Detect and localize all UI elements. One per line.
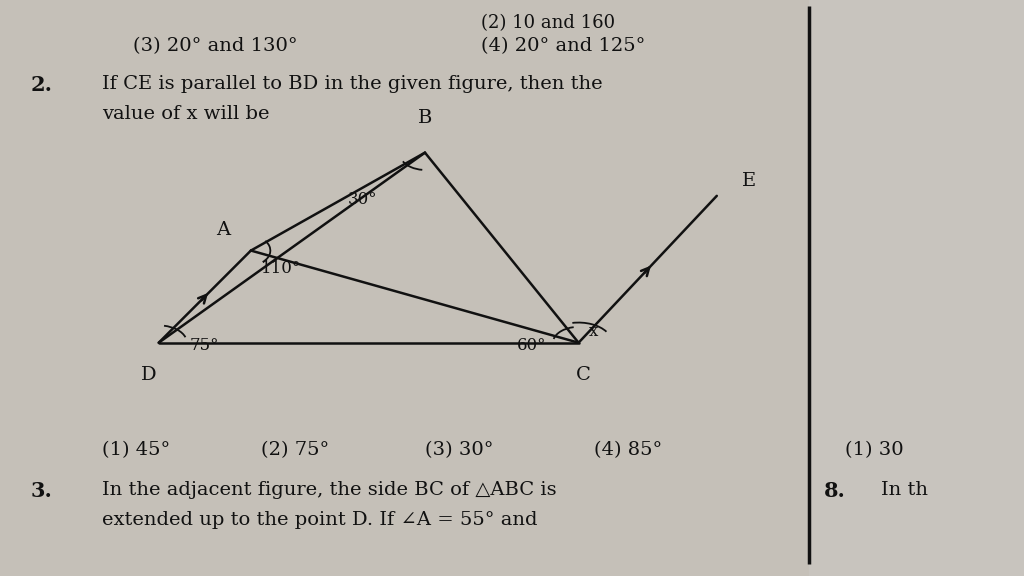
Text: D: D (140, 366, 157, 384)
Text: 3.: 3. (31, 481, 52, 501)
Text: x: x (589, 323, 598, 340)
Text: 60°: 60° (517, 337, 547, 354)
Text: E: E (742, 172, 757, 190)
Text: B: B (418, 109, 432, 127)
Text: In th: In th (881, 481, 928, 499)
Text: extended up to the point D. If ∠A = 55° and: extended up to the point D. If ∠A = 55° … (102, 511, 538, 529)
Text: (2) 75°: (2) 75° (261, 441, 330, 458)
Text: (3) 30°: (3) 30° (425, 441, 494, 458)
Text: In the adjacent figure, the side BC of △ABC is: In the adjacent figure, the side BC of △… (102, 481, 557, 499)
Text: 75°: 75° (189, 337, 219, 354)
Text: A: A (216, 221, 230, 239)
Text: (1) 30: (1) 30 (845, 441, 903, 458)
Text: C: C (577, 366, 591, 384)
Text: (1) 45°: (1) 45° (102, 441, 171, 458)
Text: 30°: 30° (348, 191, 378, 209)
Bar (809, 0, 1024, 576)
Text: 110°: 110° (261, 260, 301, 278)
Text: (4) 85°: (4) 85° (594, 441, 663, 458)
Text: (3) 20° and 130°: (3) 20° and 130° (133, 37, 298, 55)
Text: If CE is parallel to BD in the given figure, then the: If CE is parallel to BD in the given fig… (102, 75, 603, 93)
Text: value of x will be: value of x will be (102, 105, 270, 123)
Text: (4) 20° and 125°: (4) 20° and 125° (481, 37, 646, 55)
Text: 8.: 8. (824, 481, 846, 501)
Bar (0, 0, 809, 576)
Text: (2) 10 and 160: (2) 10 and 160 (481, 14, 615, 32)
Text: 2.: 2. (31, 75, 52, 95)
